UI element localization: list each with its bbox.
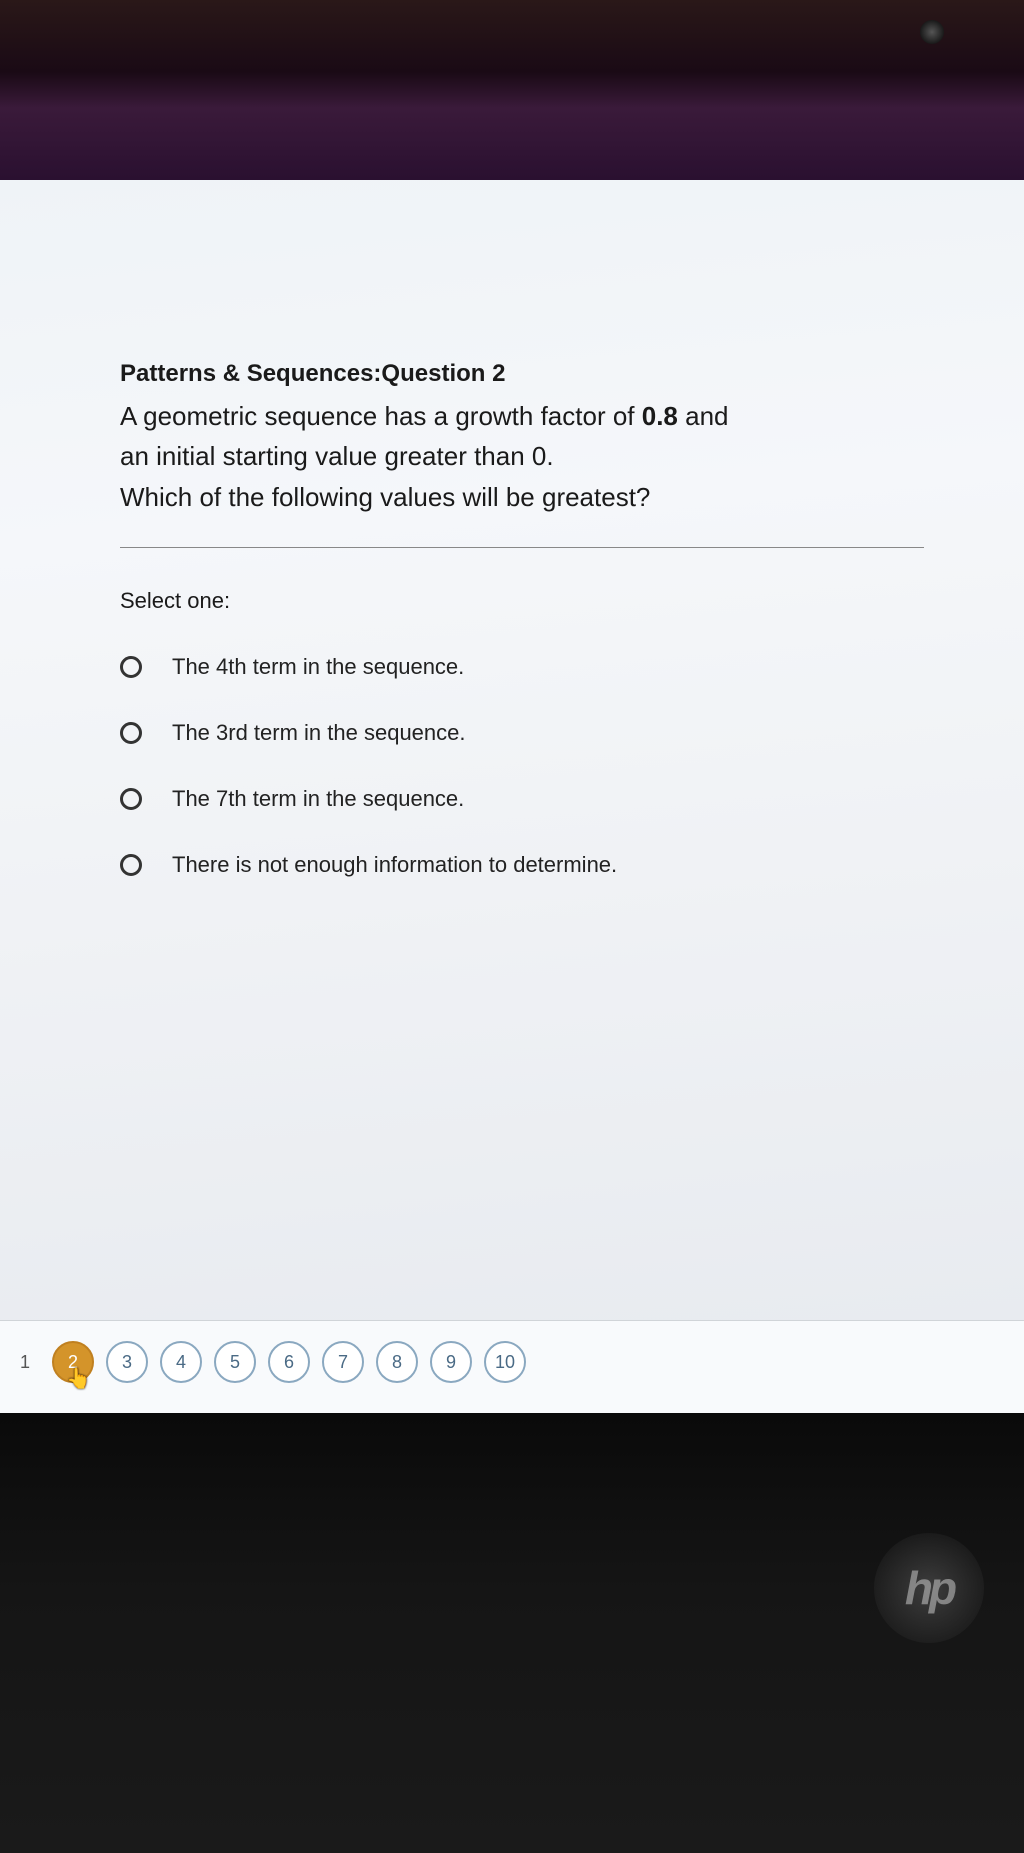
pager-item-2[interactable]: 2 👆 [52, 1341, 94, 1383]
pager-bar: 1 2 👆 3 4 5 6 7 8 9 10 [0, 1320, 1024, 1413]
question-line1-post: and [678, 401, 729, 431]
pager-item-1[interactable]: 1 [10, 1341, 40, 1383]
question-line2: an initial starting value greater than 0… [120, 441, 554, 471]
question-line1-pre: A geometric sequence has a growth factor… [120, 401, 642, 431]
radio-icon[interactable] [120, 788, 142, 810]
hp-logo: hp [874, 1533, 984, 1643]
options-group: The 4th term in the sequence. The 3rd te… [120, 654, 924, 878]
pager-item-6[interactable]: 6 [268, 1341, 310, 1383]
option-2[interactable]: The 3rd term in the sequence. [120, 720, 924, 746]
option-3-label: The 7th term in the sequence. [172, 786, 464, 812]
camera-icon [920, 20, 944, 44]
pager-item-4[interactable]: 4 [160, 1341, 202, 1383]
bezel-top [0, 0, 1024, 180]
pager-item-7[interactable]: 7 [322, 1341, 364, 1383]
pager-item-5[interactable]: 5 [214, 1341, 256, 1383]
option-2-label: The 3rd term in the sequence. [172, 720, 466, 746]
option-1[interactable]: The 4th term in the sequence. [120, 654, 924, 680]
select-one-label: Select one: [120, 588, 924, 614]
option-4-label: There is not enough information to deter… [172, 852, 617, 878]
pager-item-8[interactable]: 8 [376, 1341, 418, 1383]
cursor-icon: 👆 [66, 1366, 91, 1391]
question-text: A geometric sequence has a growth factor… [120, 396, 924, 517]
option-1-label: The 4th term in the sequence. [172, 654, 464, 680]
question-divider [120, 547, 924, 548]
radio-icon[interactable] [120, 854, 142, 876]
pager-item-10[interactable]: 10 [484, 1341, 526, 1383]
option-4[interactable]: There is not enough information to deter… [120, 852, 924, 878]
radio-icon[interactable] [120, 656, 142, 678]
quiz-screen: Patterns & Sequences:Question 2 A geomet… [0, 180, 1024, 1320]
pager-item-9[interactable]: 9 [430, 1341, 472, 1383]
question-line1-bold: 0.8 [642, 401, 678, 431]
bezel-bottom: hp [0, 1413, 1024, 1853]
question-line3: Which of the following values will be gr… [120, 482, 650, 512]
pager-item-3[interactable]: 3 [106, 1341, 148, 1383]
radio-icon[interactable] [120, 722, 142, 744]
option-3[interactable]: The 7th term in the sequence. [120, 786, 924, 812]
question-header: Patterns & Sequences:Question 2 [120, 360, 924, 388]
